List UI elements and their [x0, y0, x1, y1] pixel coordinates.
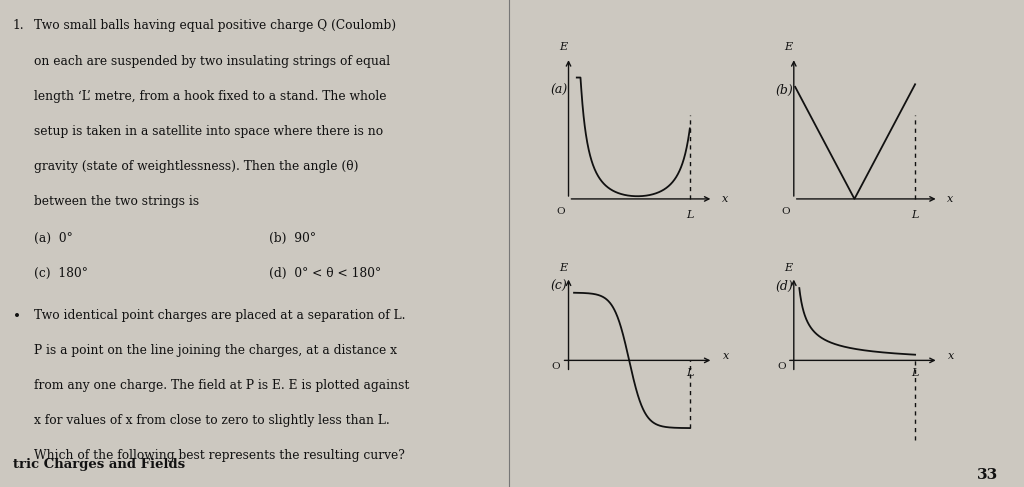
- Text: P is a point on the line joining the charges, at a distance x: P is a point on the line joining the cha…: [34, 344, 396, 357]
- Text: (a): (a): [551, 84, 568, 97]
- Text: length ‘L’ metre, from a hook fixed to a stand. The whole: length ‘L’ metre, from a hook fixed to a…: [34, 90, 386, 103]
- Text: E: E: [559, 262, 567, 273]
- Text: L: L: [911, 368, 919, 378]
- Text: 33: 33: [977, 468, 998, 482]
- Text: (c)  180°: (c) 180°: [34, 267, 87, 281]
- Text: O: O: [556, 207, 564, 216]
- Text: Two small balls having equal positive charge Q (Coulomb): Two small balls having equal positive ch…: [34, 19, 395, 33]
- Text: (d): (d): [776, 280, 794, 293]
- Text: gravity (state of weightlessness). Then the angle (θ): gravity (state of weightlessness). Then …: [34, 160, 358, 173]
- Text: x for values of x from close to zero to slightly less than L.: x for values of x from close to zero to …: [34, 414, 389, 427]
- Text: between the two strings is: between the two strings is: [34, 195, 199, 208]
- Text: O: O: [552, 362, 560, 371]
- Text: x: x: [722, 194, 728, 204]
- Text: (c): (c): [551, 280, 567, 293]
- Text: x: x: [947, 194, 953, 204]
- Text: x: x: [948, 352, 954, 361]
- Text: E: E: [784, 42, 793, 52]
- Text: (b): (b): [776, 84, 794, 97]
- Text: setup is taken in a satellite into space where there is no: setup is taken in a satellite into space…: [34, 125, 383, 138]
- Text: (a)  0°: (a) 0°: [34, 232, 73, 245]
- Text: L: L: [686, 210, 693, 220]
- Text: O: O: [777, 362, 785, 371]
- Text: E: E: [559, 42, 567, 52]
- Text: Which of the following best represents the resulting curve?: Which of the following best represents t…: [34, 449, 404, 462]
- Text: tric Charges and Fields: tric Charges and Fields: [13, 458, 185, 471]
- Text: E: E: [784, 262, 793, 273]
- Text: on each are suspended by two insulating strings of equal: on each are suspended by two insulating …: [34, 55, 390, 68]
- Text: x: x: [723, 352, 729, 361]
- Text: O: O: [781, 207, 790, 216]
- Text: 1.: 1.: [13, 19, 25, 33]
- Text: •: •: [13, 309, 20, 323]
- Text: (d)  0° < θ < 180°: (d) 0° < θ < 180°: [269, 267, 381, 281]
- Text: from any one charge. The field at P is E. E is plotted against: from any one charge. The field at P is E…: [34, 379, 409, 392]
- Text: (b)  90°: (b) 90°: [269, 232, 315, 245]
- Text: L: L: [686, 368, 693, 378]
- Text: L: L: [911, 210, 919, 220]
- Text: Two identical point charges are placed at a separation of L.: Two identical point charges are placed a…: [34, 309, 406, 322]
